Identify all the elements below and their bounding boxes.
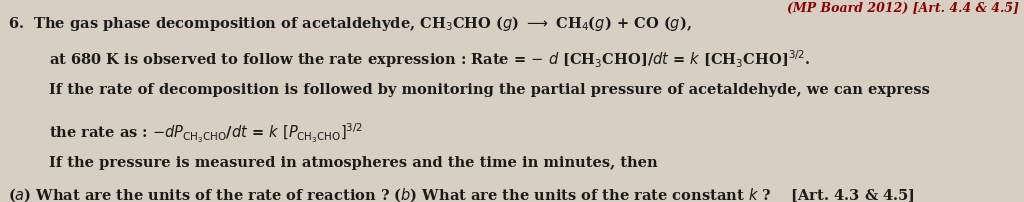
- Text: at 680 K is observed to follow the rate expression : Rate = $-$ $d$ [CH$_3$CHO]/: at 680 K is observed to follow the rate …: [49, 48, 811, 70]
- Text: 6.  The gas phase decomposition of acetaldehyde, CH$_3$CHO ($g$) $\longrightarro: 6. The gas phase decomposition of acetal…: [8, 14, 692, 33]
- Text: (MP Board 2012) [Art. 4.4 & 4.5]: (MP Board 2012) [Art. 4.4 & 4.5]: [786, 2, 1019, 15]
- Text: ($a$) What are the units of the rate of reaction ? ($b$) What are the units of t: ($a$) What are the units of the rate of …: [8, 186, 915, 202]
- Text: If the rate of decomposition is followed by monitoring the partial pressure of a: If the rate of decomposition is followed…: [49, 83, 930, 97]
- Text: the rate as : $-dP_{\rm CH_3CHO}$/$dt$ = $k$ $[P_{\rm CH_3CHO}]^{3/2}$: the rate as : $-dP_{\rm CH_3CHO}$/$dt$ =…: [49, 121, 364, 144]
- Text: If the pressure is measured in atmospheres and the time in minutes, then: If the pressure is measured in atmospher…: [49, 156, 657, 169]
